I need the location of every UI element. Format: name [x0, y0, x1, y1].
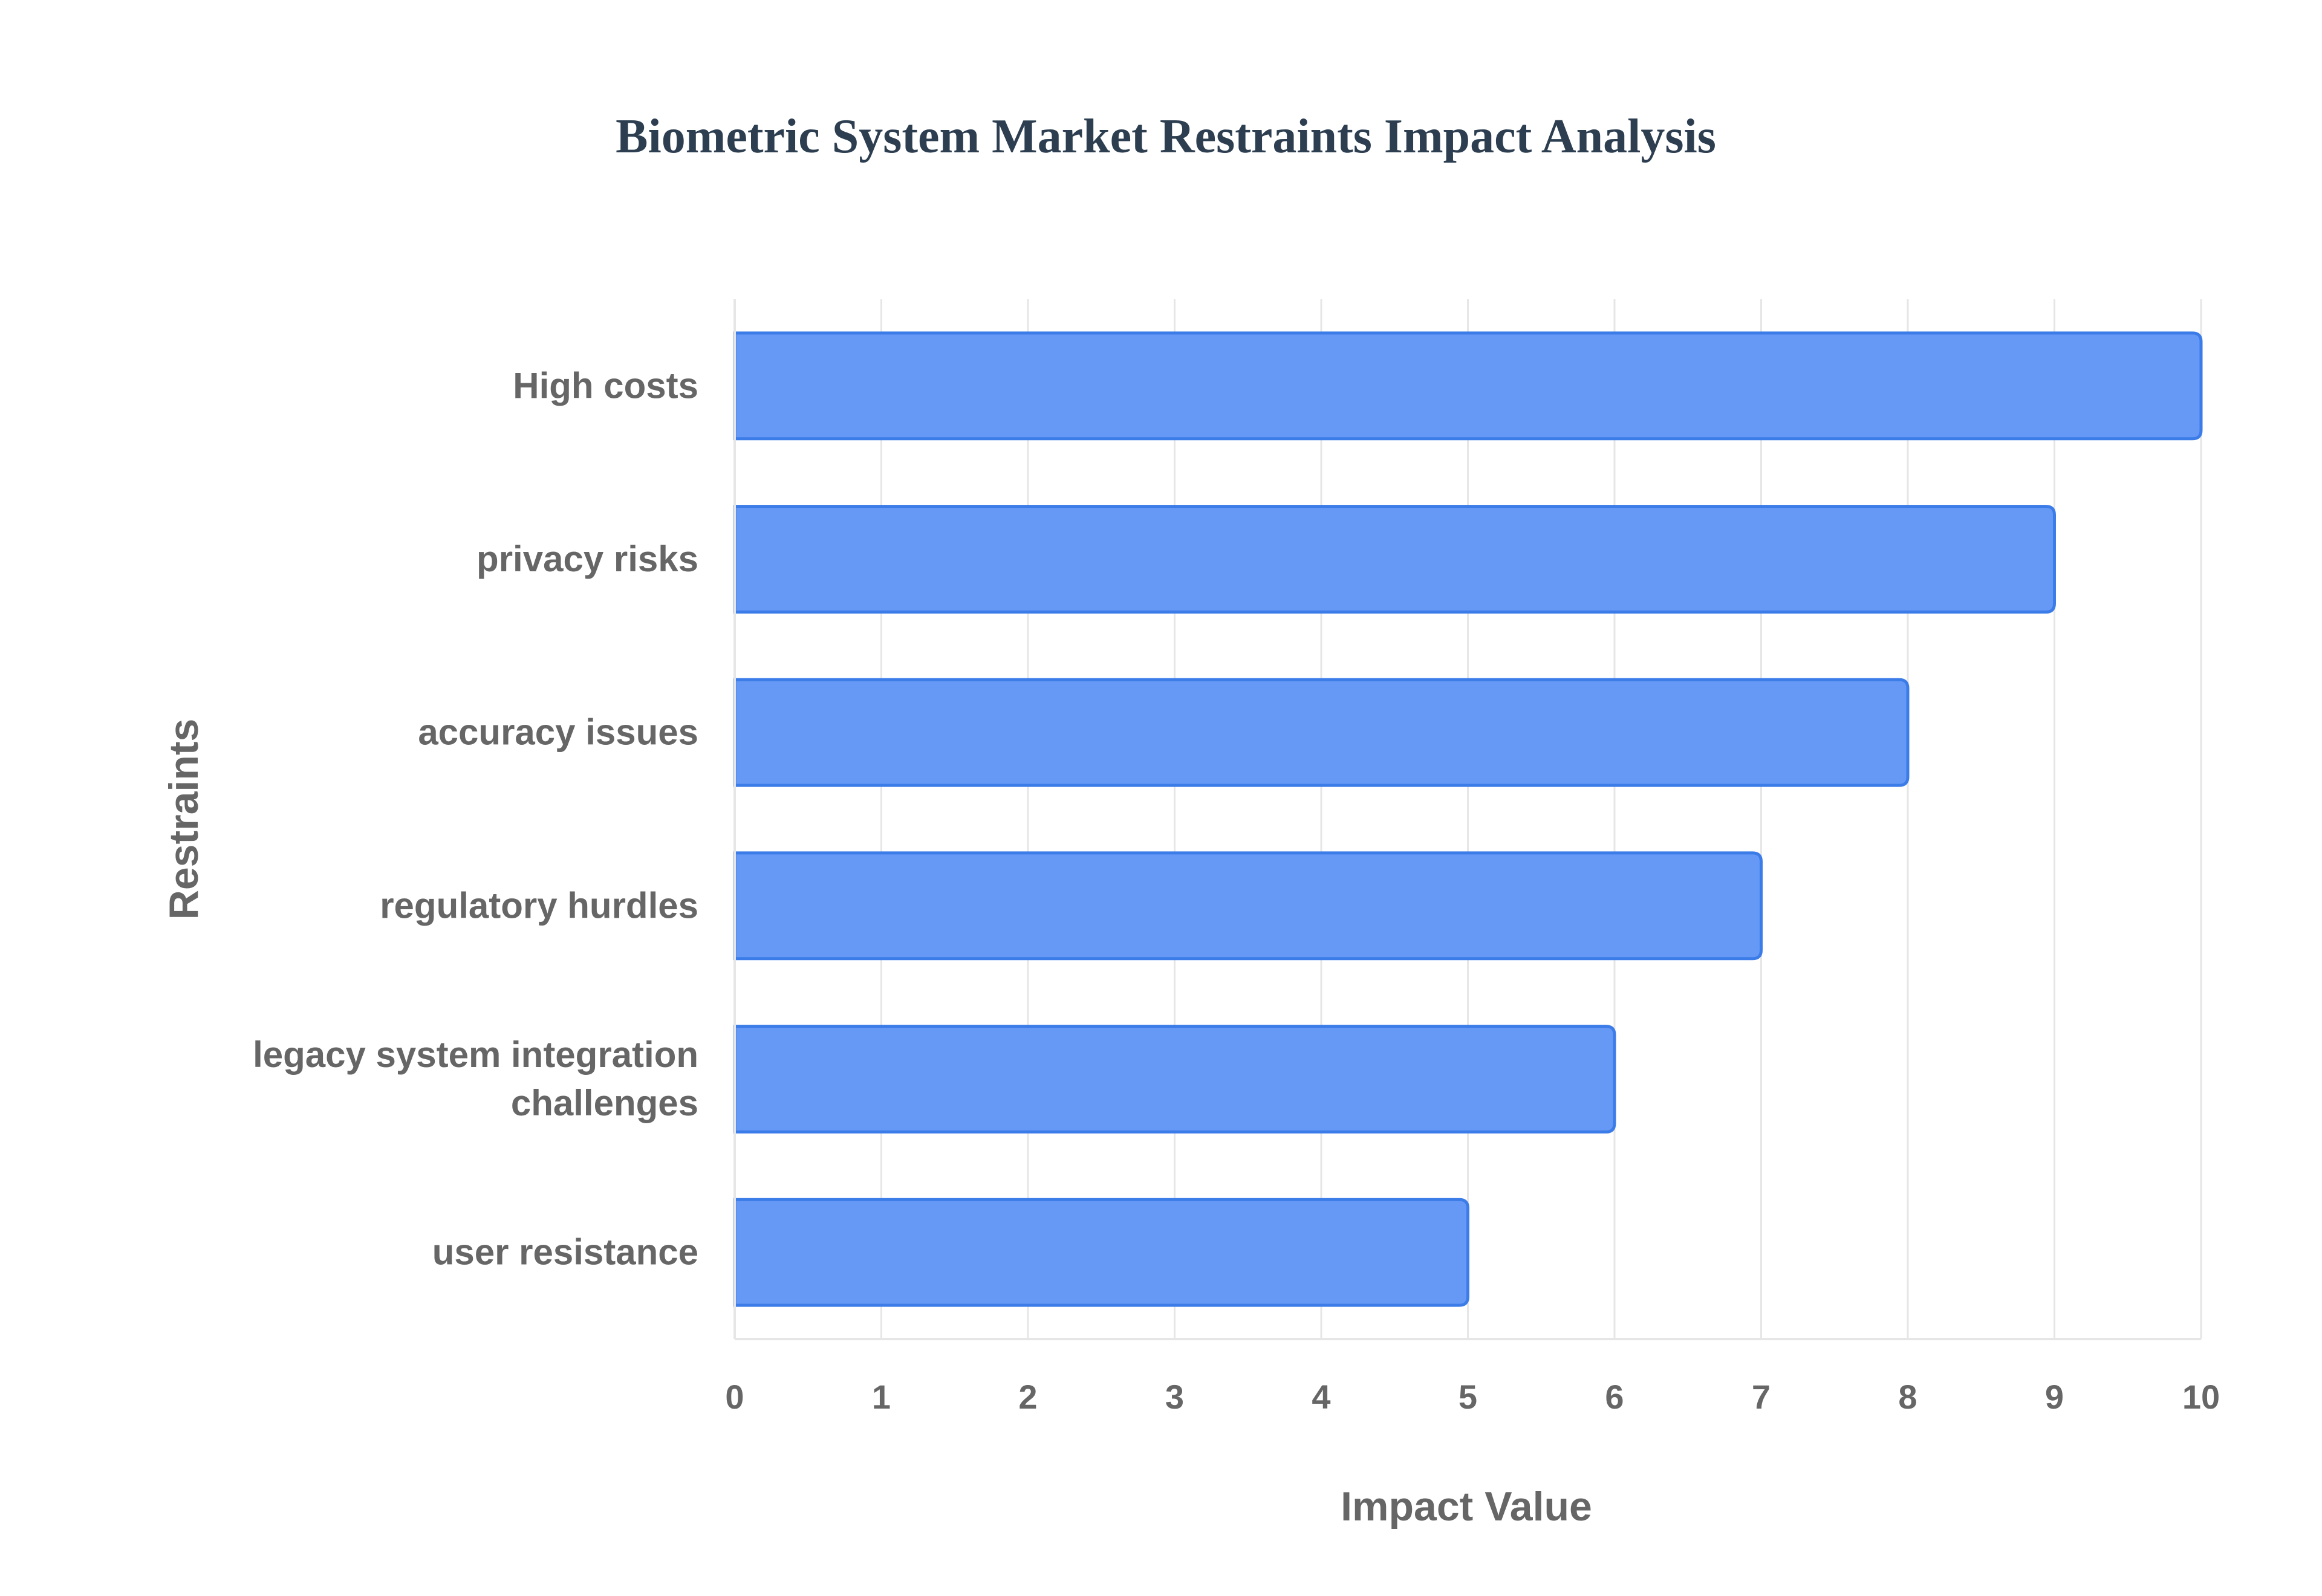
x-tick-label-9: 9 — [2045, 1378, 2064, 1416]
x-tick-label-7: 7 — [1752, 1378, 1771, 1416]
x-tick-label-2: 2 — [1018, 1378, 1037, 1416]
category-label-line: High costs — [513, 365, 698, 406]
category-label-5: user resistance — [432, 1232, 698, 1273]
category-label-line: legacy system integration — [253, 1034, 698, 1075]
axes — [733, 299, 2201, 1340]
bars — [733, 331, 2203, 1307]
category-label-line: accuracy issues — [418, 712, 698, 753]
y-axis-title: Restraints — [161, 719, 207, 920]
gridlines — [733, 299, 2202, 1339]
category-label-line: challenges — [511, 1083, 698, 1123]
category-label-line: user resistance — [432, 1232, 698, 1273]
category-label-line: privacy risks — [476, 539, 698, 579]
chart-title: Biometric System Market Restraints Impac… — [616, 110, 1716, 163]
x-tick-label-8: 8 — [1898, 1378, 1917, 1416]
bar-4 — [733, 1025, 1616, 1134]
x-tick-label-6: 6 — [1605, 1378, 1624, 1416]
category-labels: High costs privacy risks accuracy issues re… — [253, 365, 698, 1272]
bar-5 — [733, 1198, 1469, 1307]
bar-3 — [733, 851, 1763, 961]
bar-1 — [733, 505, 2056, 614]
category-label-line: regulatory hurdles — [380, 885, 698, 926]
x-tick-label-3: 3 — [1165, 1378, 1184, 1416]
x-tick-label-1: 1 — [872, 1378, 891, 1416]
x-tick-label-10: 10 — [2182, 1378, 2220, 1416]
category-label-1: privacy risks — [476, 539, 698, 579]
x-tick-label-0: 0 — [725, 1378, 744, 1416]
x-tick-labels: 0 1 2 3 4 5 6 7 8 9 10 — [725, 1378, 2220, 1416]
x-tick-label-5: 5 — [1459, 1378, 1477, 1416]
category-label-2: accuracy issues — [418, 712, 698, 753]
category-label-0: High costs — [513, 365, 698, 406]
category-label-3: regulatory hurdles — [380, 885, 698, 926]
x-axis-title: Impact Value — [1341, 1484, 1592, 1529]
bar-2 — [733, 678, 1910, 787]
x-tick-label-4: 4 — [1312, 1378, 1330, 1416]
bar-0 — [733, 331, 2203, 441]
category-label-4: legacy system integration challenges — [253, 1034, 698, 1123]
